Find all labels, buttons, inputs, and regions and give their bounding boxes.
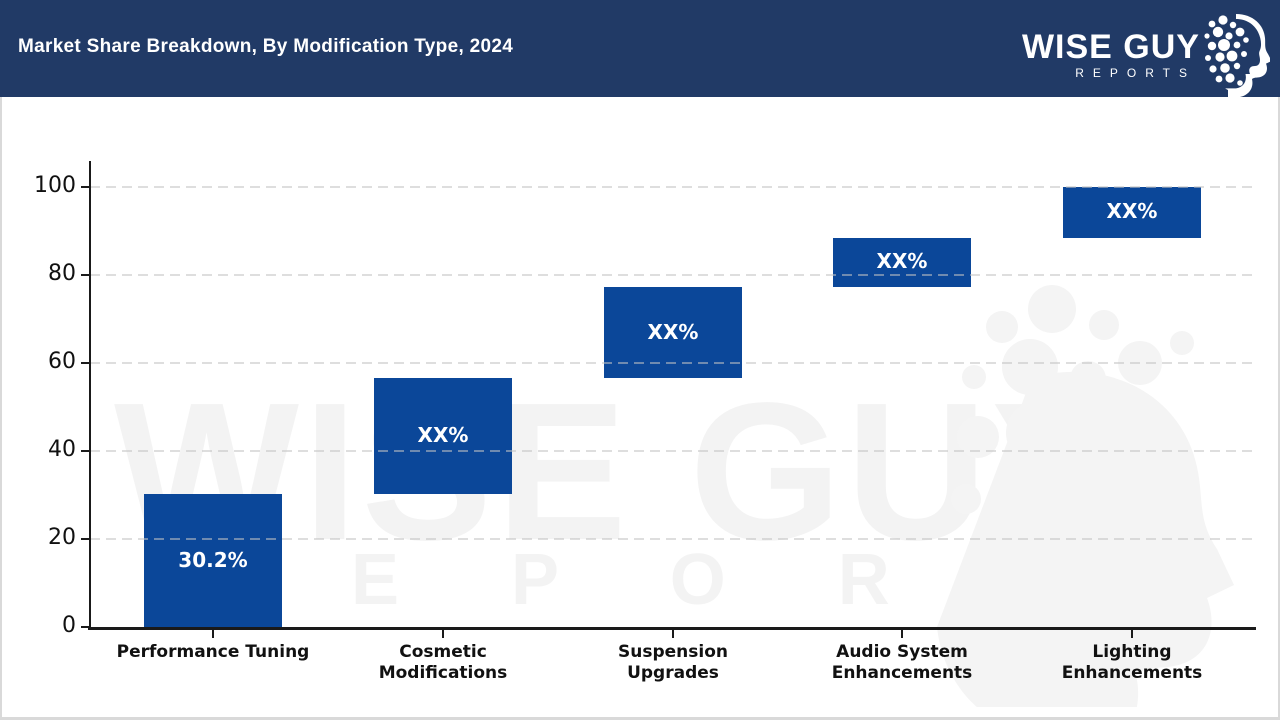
x-axis-line	[88, 627, 1256, 630]
x-category-line: Cosmetic	[399, 642, 487, 662]
bar-value-label: XX%	[647, 319, 699, 344]
x-tick	[442, 630, 444, 638]
x-category-line: Audio System	[836, 642, 968, 662]
waterfall-bar: 30.2%	[144, 494, 282, 627]
y-tick-label: 40	[48, 437, 76, 462]
bar-value-label: XX%	[1106, 199, 1158, 224]
x-category-label: Cosmetic Modifications	[323, 642, 563, 684]
x-category-line: Enhancements	[831, 663, 973, 683]
logo-wordmark: WISE GUY	[1021, 28, 1200, 66]
waterfall-bar: XX%	[374, 378, 512, 495]
x-category-label: Performance Tuning	[93, 642, 333, 663]
y-tick-label: 80	[48, 261, 76, 286]
wiseguy-head-icon	[1204, 14, 1270, 97]
wiseguy-logo: WISE GUY REPORTS	[1022, 6, 1272, 97]
bar-value-label: XX%	[417, 423, 469, 448]
y-tick-label: 20	[48, 525, 76, 550]
x-category-label: Suspension Upgrades	[553, 642, 793, 684]
watermark-wordmark: WISE GUY	[114, 362, 1127, 581]
watermark-head-icon	[937, 285, 1234, 707]
waterfall-bar: XX%	[1063, 187, 1201, 238]
x-tick	[1131, 630, 1133, 638]
gridline-20	[90, 538, 1256, 540]
gridline-40	[90, 450, 1256, 452]
y-tick	[81, 450, 89, 452]
x-category-label: Lighting Enhancements	[1012, 642, 1252, 684]
x-category-line: Performance Tuning	[116, 642, 310, 662]
logo-subtitle: REPORTS	[1075, 66, 1196, 80]
gridline-60	[90, 362, 1256, 364]
y-tick	[81, 626, 89, 628]
x-tick	[672, 630, 674, 638]
x-tick	[901, 630, 903, 638]
waterfall-bar: XX%	[604, 287, 742, 379]
gridline-100	[90, 186, 1256, 188]
x-category-line: Upgrades	[627, 663, 719, 683]
gridline-80	[90, 274, 1256, 276]
bar-value-label: 30.2%	[178, 547, 248, 572]
chart-card: WISE GUY R E P O R T S 30.2% XX% XX% XX% XX%…	[0, 97, 1280, 720]
x-category-line: Lighting	[1092, 642, 1172, 662]
x-category-line: Modifications	[378, 663, 508, 683]
y-tick	[81, 186, 89, 188]
y-tick-label: 60	[48, 349, 76, 374]
x-category-line: Suspension	[618, 642, 728, 662]
y-tick	[81, 362, 89, 364]
y-tick-label: 0	[62, 613, 76, 638]
x-category-line: Enhancements	[1061, 663, 1203, 683]
waterfall-bar: XX%	[833, 237, 971, 288]
page-title: Market Share Breakdown, By Modification …	[18, 36, 514, 57]
y-tick	[81, 538, 89, 540]
x-category-label: Audio System Enhancements	[782, 642, 1022, 684]
bar-value-label: XX%	[876, 249, 928, 274]
y-tick	[81, 274, 89, 276]
header-band: Market Share Breakdown, By Modification …	[0, 0, 1280, 97]
y-tick-label: 100	[34, 173, 76, 198]
y-axis-spine	[89, 161, 91, 629]
x-tick	[212, 630, 214, 638]
